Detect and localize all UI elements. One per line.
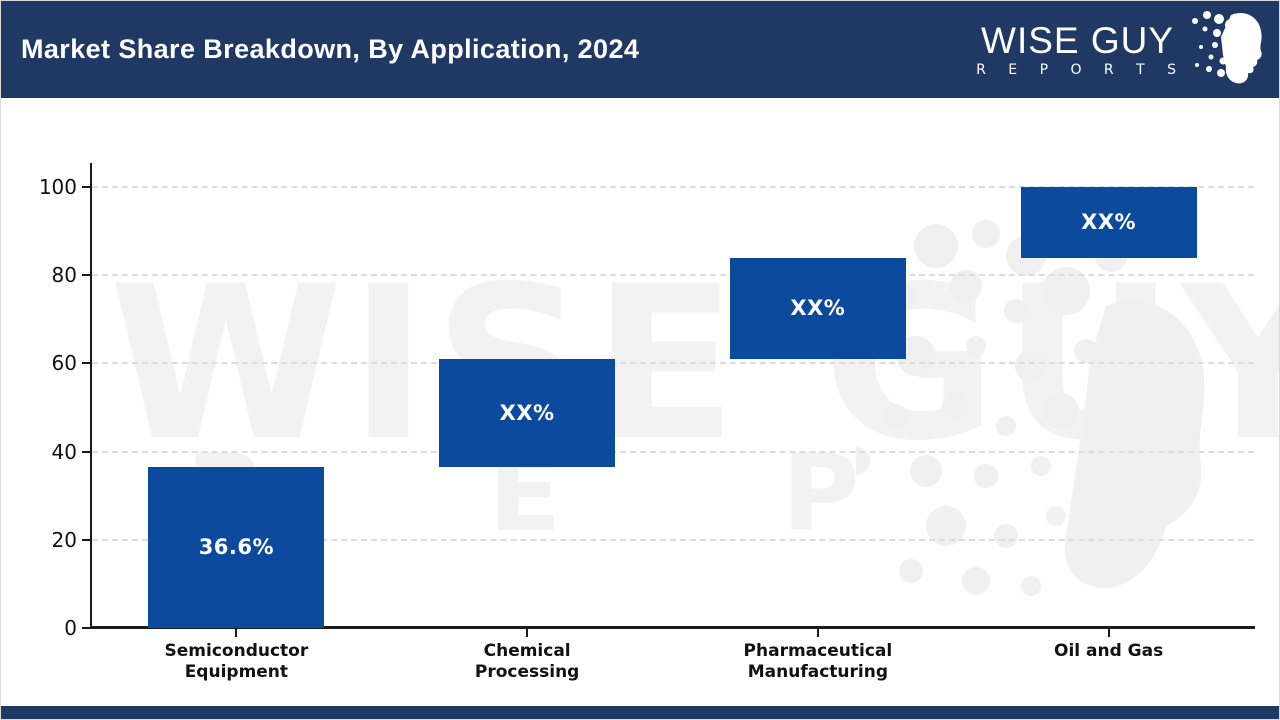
y-tick-label: 60 (51, 351, 77, 376)
y-tick-mark (82, 186, 90, 188)
gridline (92, 538, 1254, 541)
bar-value-label: 36.6% (198, 535, 275, 560)
x-category-label: Chemical Processing (474, 641, 580, 682)
logo-wordmark: WISE GUY (981, 20, 1175, 61)
x-tick-mark (526, 629, 529, 637)
gridline (92, 186, 1254, 188)
bar-segment: XX% (1020, 187, 1197, 258)
chart-title: Market Share Breakdown, By Application, … (21, 34, 640, 64)
gridline (92, 362, 1254, 365)
footer-bar (1, 706, 1279, 719)
y-tick-label: 0 (64, 616, 77, 640)
y-tick-mark (82, 627, 90, 629)
bar-value-label: XX% (499, 400, 555, 425)
wiseguy-logo-text: WISE GUY R E P O R T S (970, 22, 1185, 77)
y-tick-label: 20 (51, 527, 77, 552)
y-tick-mark (82, 538, 90, 541)
x-category-label: Oil and Gas (1054, 641, 1164, 661)
header-bar: Market Share Breakdown, By Application, … (1, 1, 1279, 98)
x-axis-line (90, 626, 1255, 629)
x-tick-mark (816, 629, 819, 637)
bar-segment: XX% (439, 358, 616, 467)
x-tick-mark (235, 629, 238, 637)
y-tick-mark (82, 362, 90, 365)
x-category-label: Semiconductor Equipment (164, 641, 309, 682)
y-tick-label: 100 (38, 175, 77, 199)
y-tick-mark (82, 274, 90, 277)
x-tick-mark (1107, 629, 1110, 637)
bar-value-label: XX% (1081, 210, 1137, 235)
y-axis-line (90, 163, 92, 629)
gridline (92, 274, 1254, 277)
logo-head-icon (1192, 10, 1262, 83)
x-category-label: Pharmaceutical Manufacturing (743, 641, 893, 682)
gridline (92, 450, 1254, 453)
bar-value-label: XX% (790, 296, 846, 321)
y-tick-label: 40 (51, 439, 77, 464)
wiseguy-logo: WISE GUY R E P O R T S (970, 7, 1265, 93)
bar-segment: XX% (729, 257, 906, 359)
logo-subtitle: R E P O R T S (976, 62, 1185, 78)
y-tick-mark (82, 450, 90, 453)
bar-segment: 36.6% (148, 466, 325, 628)
y-tick-label: 80 (51, 263, 77, 288)
